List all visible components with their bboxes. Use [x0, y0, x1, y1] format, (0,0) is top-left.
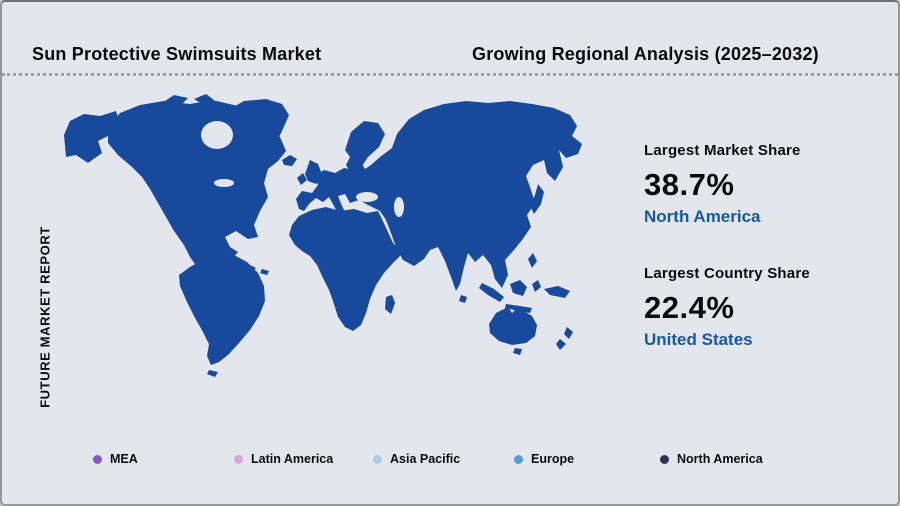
- stat-label: Largest Country Share: [644, 265, 810, 282]
- stat-region: United States: [644, 330, 753, 349]
- map-south-america: [179, 253, 265, 377]
- legend-label: Latin America: [251, 452, 334, 466]
- legend-label: Asia Pacific: [390, 452, 461, 466]
- map-great-lakes: [214, 179, 234, 187]
- map-new-zealand: [556, 327, 573, 350]
- legend-label: Europe: [531, 452, 575, 466]
- stat-value: 22.4%: [644, 290, 735, 325]
- legend-item-latin-america: Latin America: [234, 450, 333, 468]
- legend-dot-icon: [373, 454, 382, 464]
- map-australia: [489, 307, 537, 355]
- map-arctic-islands: [162, 94, 214, 117]
- stat-value: 38.7%: [644, 167, 735, 202]
- map-japan: [530, 184, 544, 214]
- map-hudson-bay: [201, 121, 233, 149]
- legend-dot-icon: [93, 454, 102, 464]
- stat-region: North America: [644, 207, 761, 226]
- legend-label: MEA: [110, 452, 138, 466]
- legend-dot-icon: [514, 454, 523, 464]
- map-alaska: [64, 111, 120, 163]
- world-map: [62, 87, 592, 402]
- map-iceland: [282, 155, 297, 166]
- world-map-svg: [64, 94, 582, 377]
- legend-dot-icon: [660, 454, 669, 464]
- legend-item-asia-pacific: Asia Pacific: [373, 450, 460, 468]
- brand-vertical-label: FUTURE MARKET REPORT: [37, 226, 53, 408]
- stat-label: Largest Market Share: [644, 142, 801, 159]
- map-madagascar: [385, 295, 395, 314]
- legend-dot-icon: [234, 454, 243, 464]
- map-eurasia: [296, 101, 582, 291]
- dotted-divider: [2, 73, 898, 76]
- map-scandinavia: [345, 121, 385, 175]
- map-sri-lanka: [459, 295, 467, 303]
- stats-panel: Largest Market Share 38.7% North America…: [644, 142, 884, 388]
- map-africa: [289, 207, 403, 331]
- map-southeast-asia-islands: [479, 253, 570, 313]
- stat-market-share: Largest Market Share 38.7% North America: [644, 142, 884, 227]
- legend-item-mea: MEA: [93, 450, 138, 468]
- page-title: Sun Protective Swimsuits Market: [32, 44, 322, 64]
- legend-item-europe: Europe: [514, 450, 574, 468]
- stat-country-share: Largest Country Share 22.4% United State…: [644, 265, 884, 350]
- map-caspian-sea: [394, 197, 404, 217]
- map-greenland: [219, 99, 289, 167]
- legend-item-north-america: North America: [660, 450, 763, 468]
- page-subtitle: Growing Regional Analysis (2025–2032): [472, 44, 819, 64]
- legend-label: North America: [677, 452, 763, 466]
- map-black-sea: [356, 192, 378, 202]
- legend: MEA Latin America Asia Pacific Europe No…: [2, 450, 898, 470]
